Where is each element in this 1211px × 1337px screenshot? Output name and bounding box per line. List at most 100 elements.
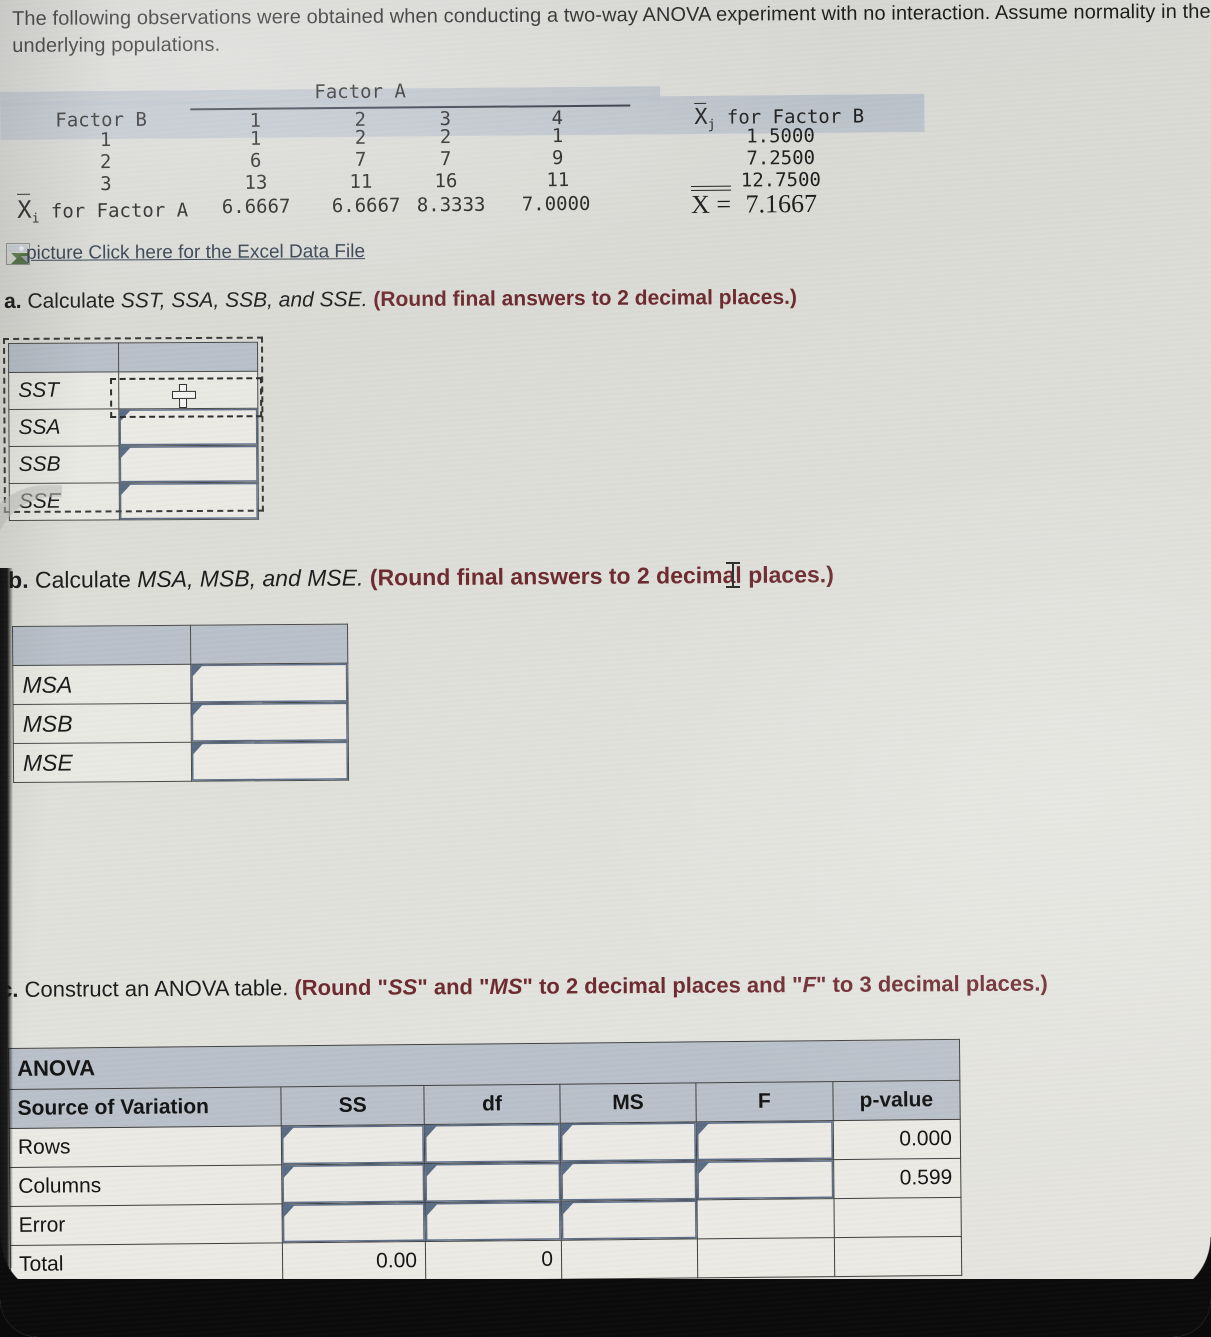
input-columns-df[interactable] [424,1162,561,1203]
row-level-3: 3 [100,173,112,196]
header-f: F [695,1081,833,1122]
row-label-ssa: SSA [8,408,120,447]
part-b-terms: MSA, MSB, and MSE. [137,564,364,593]
cell-r1c3: 2 [439,126,452,149]
value-rows-p: 0.000 [832,1119,961,1160]
header-blank-value [118,342,258,372]
grand-mean-x: X = [690,189,732,219]
part-b-answer-table: MSA MSB MSE [12,623,350,783]
input-msa[interactable] [190,663,349,704]
input-error-df[interactable] [424,1201,562,1242]
header-df: df [423,1084,561,1125]
input-rows-ss[interactable] [281,1124,425,1165]
input-rows-ms[interactable] [560,1121,697,1163]
col-mean-label-rest: for Factor A [39,199,189,223]
part-b-instruction: (Round final answers to 2 decimal places… [369,561,834,591]
cell-error-f [696,1198,834,1239]
row-label-sst: SST [8,371,119,410]
excel-link-alt: picture [25,242,84,264]
input-ssb[interactable] [119,445,259,483]
part-c-instruction-ms: MS [489,973,523,1000]
input-rows-df[interactable] [424,1123,561,1164]
part-c-instruction-ss: SS [387,974,418,1000]
excel-link-label: Click here for the Excel Data File [88,241,366,264]
table-row: MSB [13,702,349,744]
observations-table: Factor A Factor B 1 2 3 4 Xj for Factor … [0,72,931,227]
header-blank-label [8,342,119,373]
part-a-prompt: a. Calculate SST, SSA, SSB, and SSE. (Ro… [4,283,904,316]
cell-total-ms [561,1238,698,1280]
table-header-row [8,342,258,373]
col-mean-3: 8.3333 [416,193,486,217]
row-level-1: 1 [99,129,112,152]
cell-r1c2: 2 [354,126,367,149]
col-mean-label: Xi for Factor A [17,194,189,227]
input-rows-f[interactable] [696,1120,834,1161]
bottom-left-corner [0,1237,60,1297]
part-a-instruction: (Round final answers to 2 decimal places… [373,285,798,312]
header-ms: MS [559,1082,697,1124]
cell-r2c3: 7 [439,148,452,171]
input-sse[interactable] [119,482,259,520]
anova-table: ANOVA Source of Variation SS df MS F p-v… [8,1038,963,1285]
value-total-df: 0 [425,1240,562,1281]
broken-image-icon [6,243,30,265]
excel-data-file-link[interactable]: picture Click here for the Excel Data Fi… [4,241,365,265]
row-label-ssb: SSB [9,445,120,484]
table-row: Total 0.00 0 [10,1236,962,1285]
input-columns-f[interactable] [696,1159,834,1200]
cell-r1c1: 1 [249,127,262,150]
source-columns: Columns [9,1164,283,1207]
input-columns-ms[interactable] [560,1160,697,1202]
input-columns-ss[interactable] [282,1163,425,1204]
input-error-ss[interactable] [282,1202,426,1243]
table-row: MSA [12,663,349,705]
row-label-msa: MSA [12,664,192,705]
table-row: SSB [9,445,259,484]
grand-mean-value: 7.1667 [745,188,818,219]
table-header-row [12,624,348,666]
factor-a-header: Factor A [314,80,406,104]
x-bar-symbol-2: X [17,195,32,224]
row-label-mse: MSE [13,742,192,783]
part-c-instruction-f: F [802,972,817,998]
cell-error-p [833,1197,962,1238]
grand-mean-label: X = 7.1667 [691,189,817,220]
header-ss: SS [281,1085,425,1126]
row-level-2: 2 [99,151,112,174]
part-a-text: Calculate [21,289,121,313]
table-row: SST [8,371,258,410]
cell-total-f [697,1237,835,1278]
part-c-instruction-4: " to 3 decimal places.) [815,970,1048,998]
part-b-text: Calculate [28,566,138,593]
cell-total-p [833,1236,962,1277]
cell-r2c2: 7 [354,148,367,171]
input-error-ms[interactable] [560,1199,698,1241]
part-a-terms: SST, SSA, SSB, and SSE. [120,288,368,313]
row-mean-1: 1.5000 [746,124,815,148]
row-mean-2: 7.2500 [746,146,816,170]
input-ssa[interactable] [118,408,259,446]
part-c-prompt: c. Construct an ANOVA table. (Round "SS"… [0,969,1210,1004]
left-edge-shadow [0,568,13,1268]
input-mse[interactable] [191,741,349,782]
part-c-instruction-3: " to 2 decimal places and " [522,972,803,999]
part-a-answer-table: SST SSA SSB SSE [8,341,259,521]
part-a-letter: a. [4,289,22,313]
source-rows: Rows [9,1125,283,1168]
row-label-msb: MSB [13,703,192,744]
table-row: SSA [8,408,259,447]
header-source-of-variation: Source of Variation [8,1086,282,1129]
bottom-right-corner [1151,1237,1211,1297]
cell-r3c2: 11 [349,170,373,193]
header-blank-value-b [190,624,348,665]
cell-r3c4: 11 [546,169,570,192]
text-cursor-icon [726,562,740,588]
input-msb[interactable] [191,702,349,743]
part-c-instruction-1: (Round " [294,974,388,1001]
part-c-instruction-2: " and " [417,974,490,1000]
header-p-value: p-value [832,1080,961,1121]
part-c-text: Construct an ANOVA table. [18,975,295,1002]
bottom-screen-bezel [0,1279,1211,1337]
